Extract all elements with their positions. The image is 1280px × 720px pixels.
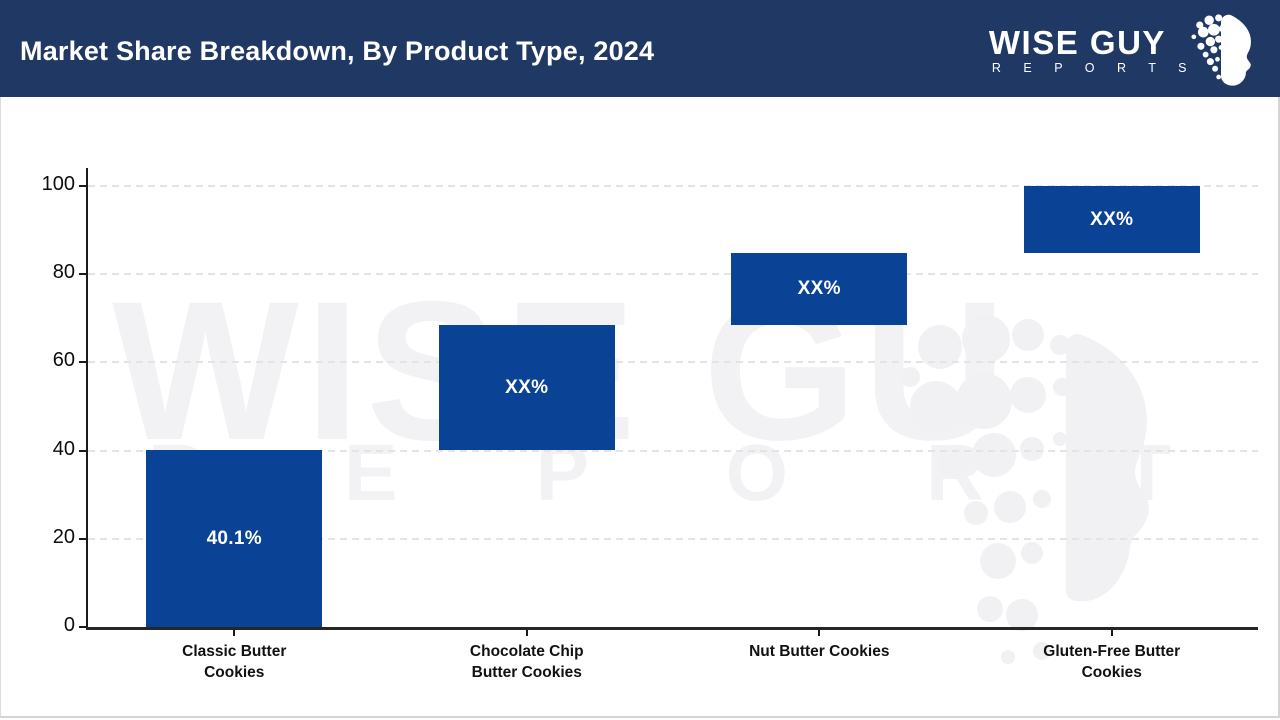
category-label: Nut Butter Cookies (749, 643, 890, 660)
y-tick-label: 100 (41, 173, 75, 195)
bar-value-label: XX% (1090, 208, 1134, 230)
header-bar: Market Share Breakdown, By Product Type,… (0, 0, 1280, 97)
bar-segment: XX% (1023, 186, 1200, 254)
logo-subtext: R E P O R T S (991, 61, 1196, 75)
y-axis-line (86, 168, 88, 630)
y-tick (79, 185, 88, 187)
x-tick (233, 630, 236, 636)
y-tick-label: 0 (63, 614, 75, 636)
x-tick (525, 630, 528, 636)
y-tick-label: 80 (52, 261, 75, 284)
logo-wordmark: WISE GUY (988, 24, 1166, 61)
y-tick (79, 361, 88, 364)
category-label: Classic Butter Cookies (182, 643, 287, 681)
gridline (88, 361, 1258, 364)
y-tick (79, 449, 88, 452)
y-tick-label: 60 (52, 349, 75, 372)
y-tick (79, 626, 88, 628)
y-tick-label: 40 (52, 437, 75, 460)
x-tick (1110, 630, 1113, 636)
gridline (88, 185, 1258, 187)
y-tick-label: 20 (52, 525, 75, 548)
x-tick (818, 630, 821, 636)
bar-segment: XX% (438, 324, 615, 451)
page-title: Market Share Breakdown, By Product Type,… (20, 36, 655, 66)
bar-value-label: XX% (797, 277, 841, 299)
y-tick (79, 537, 88, 540)
bar-value-label: XX% (505, 376, 549, 398)
gridline (88, 273, 1258, 276)
category-label: Gluten-Free Butter Cookies (1043, 643, 1181, 681)
bar-value-label: 40.1% (206, 527, 262, 549)
logo-face-icon (1191, 13, 1251, 86)
x-axis-line (86, 627, 1258, 630)
y-tick (79, 273, 88, 276)
bar-segment: 40.1% (146, 450, 323, 627)
gridline (88, 537, 1258, 540)
bar-segment: XX% (731, 253, 908, 325)
gridline (88, 449, 1258, 452)
category-label: Chocolate Chip Butter Cookies (469, 643, 584, 681)
wiseguy-logo: WISE GUY R E P O R T S (989, 8, 1258, 90)
content-frame (0, 97, 1280, 718)
